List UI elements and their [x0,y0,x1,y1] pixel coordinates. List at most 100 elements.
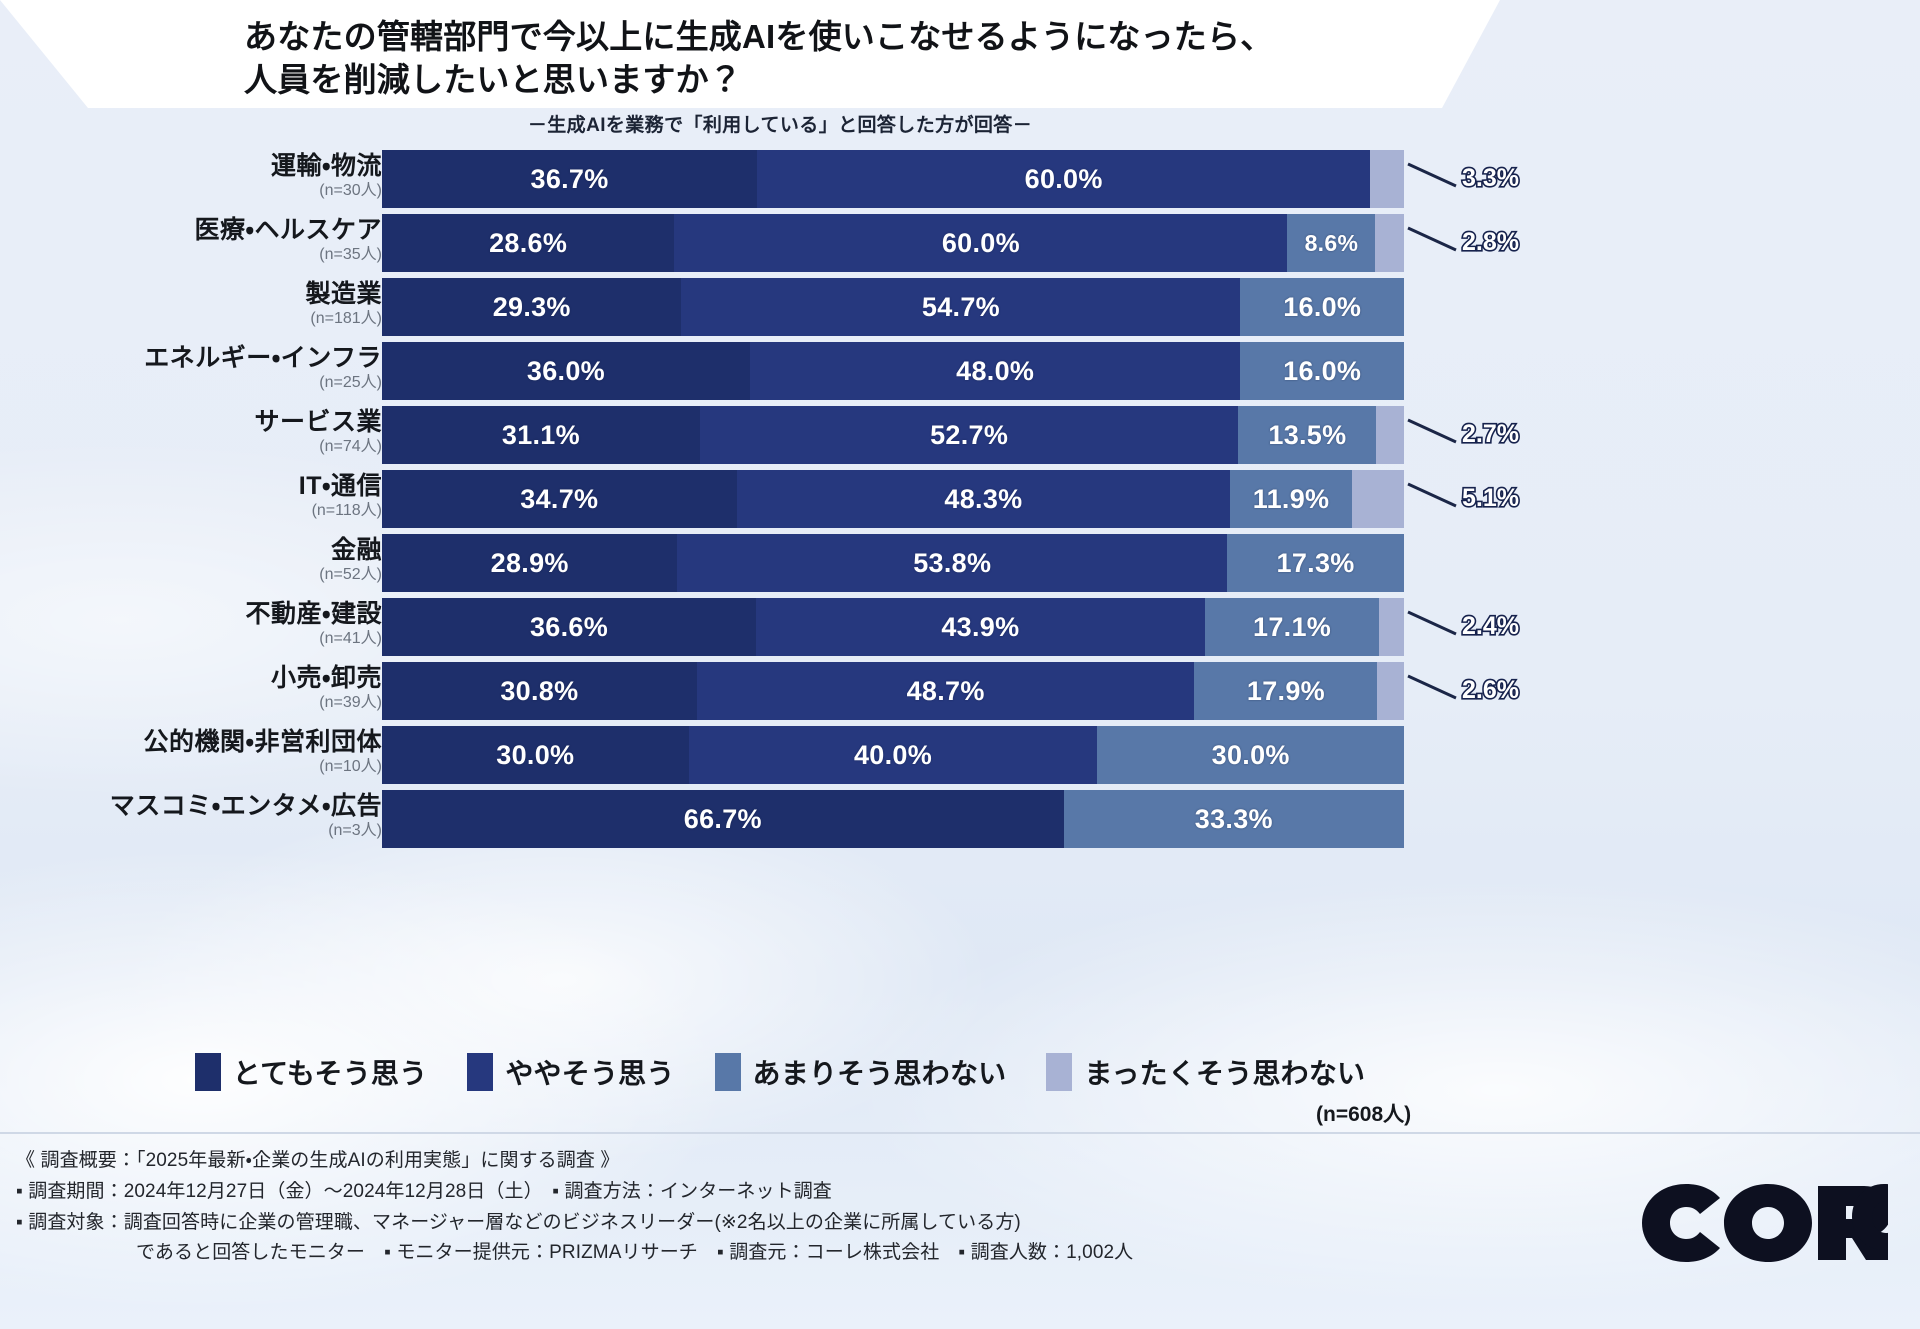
legend-swatch [467,1053,494,1091]
segment-value-label: 16.0% [1283,291,1362,322]
stacked-bar: 28.9% 53.8% 17.3% [382,534,1404,592]
callout-value-label: 2.8% [1460,226,1520,257]
category-name: マスコミ・エンタメ・広告 [109,792,382,820]
chart-row: エネルギー・インフラ (n=25人) 36.0% 48.0% 16.0% [0,340,1920,403]
bar-segment: 28.6% [382,214,675,272]
category-label: 医療・ヘルスケア (n=35人) [0,212,382,264]
footer-divider [0,1132,1920,1134]
segment-value-label: 36.7% [530,163,609,194]
segment-value-label: 13.5% [1268,419,1347,450]
footer-line-4: であると回答したモニター ▪ モニター提供元：PRIZMAリサーチ ▪ 調査元：… [136,1242,1134,1264]
stacked-bar: 36.6% 43.9% 17.1% 2.4% [382,598,1404,656]
segment-value-label: 31.1% [501,419,580,450]
category-label: 小売・卸売 (n=39人) [0,660,382,712]
segment-value-label: 53.8% [913,547,992,578]
bar-segment: 36.6% [382,598,757,656]
segment-value-label: 8.6% [1304,229,1359,256]
legend-item: とてもそう思う [194,1052,428,1092]
segment-value-label: 60.0% [941,227,1020,258]
bar-segment: 48.7% [696,662,1195,720]
page-title: あなたの管轄部門で今以上に生成AIを使いこなせるようになったら、 人員を削減した… [244,18,1274,98]
stacked-bar: 31.1% 52.7% 13.5% 2.7% [382,406,1404,464]
segment-value-label: 48.0% [956,355,1035,386]
category-sample-size: (n=74人) [319,438,382,456]
category-name: サービス業 [254,408,382,436]
callout-value-label: 2.6% [1460,674,1520,705]
segment-value-label: 16.0% [1283,355,1362,386]
bar-segment: 48.3% [736,470,1231,528]
category-sample-size: (n=181人) [310,310,382,328]
stacked-bar: 30.8% 48.7% 17.9% 2.6% [382,662,1404,720]
category-label: IT・通信 (n=118人) [0,468,382,520]
bar-segment: 2.8% [1375,214,1404,272]
segment-value-label: 36.6% [529,611,609,642]
bar-segment: 17.9% [1194,662,1378,720]
chart-subtitle: －生成AIを業務で「利用している」と回答した方が回答－ [527,115,1033,136]
legend-swatch [1046,1053,1073,1091]
bar-segment: 40.0% [688,726,1098,784]
survey-overview-footer: 《 調査概要：「2025年最新・企業の生成AIの利用実態」に関する調査 》 ▪ … [16,1146,1716,1269]
category-label: 金融 (n=52人) [0,532,382,584]
category-sample-size: (n=25人) [319,374,382,392]
chart-row: サービス業 (n=74人) 31.1% 52.7% 13.5% 2.7% 2.7% [0,404,1920,467]
bar-segment: 17.3% [1227,534,1404,592]
segment-value-label: 28.6% [489,227,568,258]
callout-leader-line [1406,610,1458,636]
segment-value-label: 33.3% [1194,803,1273,834]
bar-segment: 48.0% [749,342,1241,400]
footer-line-2: ▪ 調査期間：2024年12月27日（金）～2024年12月28日（土） ▪ 調… [16,1180,832,1202]
legend-label: あまりそう思わない [752,1058,1007,1089]
category-name: 公的機関・非営利団体 [143,728,382,756]
legend-item: ややそう思う [467,1052,674,1092]
stacked-bar: 66.7% 33.3% [382,790,1404,848]
category-label: 不動産・建設 (n=41人) [0,596,382,648]
legend-label: まったくそう思わない [1084,1058,1366,1089]
segment-value-label: 66.7% [683,803,762,834]
segment-value-label: 40.0% [853,739,933,770]
bar-segment: 30.0% [382,726,689,784]
segment-value-label: 54.7% [921,291,1000,322]
category-sample-size: (n=52人) [319,566,382,584]
bar-segment: 30.0% [1097,726,1404,784]
segment-value-label: 30.0% [496,739,575,770]
chart-row: IT・通信 (n=118人) 34.7% 48.3% 11.9% 5.1% 5.1% [0,468,1920,531]
bar-segment: 43.9% [756,598,1205,656]
segment-value-label: 28.9% [490,547,569,578]
segment-value-label: 43.9% [941,611,1020,642]
stacked-bar: 36.0% 48.0% 16.0% [382,342,1404,400]
chart-row: 不動産・建設 (n=41人) 36.6% 43.9% 17.1% 2.4% 2.4% [0,596,1920,659]
category-sample-size: (n=10人) [319,758,382,776]
category-label: 製造業 (n=181人) [0,276,382,328]
legend-swatch [714,1053,741,1091]
legend-label: とてもそう思う [232,1058,428,1089]
category-label: エネルギー・インフラ (n=25人) [0,340,382,392]
category-sample-size: (n=30人) [319,182,382,200]
category-label: サービス業 (n=74人) [0,404,382,456]
stacked-bar: 34.7% 48.3% 11.9% 5.1% [382,470,1404,528]
callout-leader-line [1406,418,1458,444]
bar-segment: 8.6% [1287,214,1376,272]
callout-leader-line [1406,162,1458,188]
bar-segment: 13.5% [1238,406,1377,464]
core-logo [1638,1178,1898,1268]
segment-value-label: 36.0% [526,355,605,386]
category-name: 金融 [330,536,382,564]
category-name: IT・通信 [298,472,382,500]
bar-segment: 31.1% [382,406,700,464]
chart-row: 金融 (n=52人) 28.9% 53.8% 17.3% [0,532,1920,595]
bar-segment: 36.0% [382,342,750,400]
segment-value-label: 17.9% [1246,675,1325,706]
segment-value-label: 30.0% [1211,739,1290,770]
chart-row: 小売・卸売 (n=39人) 30.8% 48.7% 17.9% 2.6% 2.6% [0,660,1920,723]
category-label: 運輸・物流 (n=30人) [0,148,382,200]
bar-segment: 33.3% [1063,790,1404,848]
stacked-bar: 29.3% 54.7% 16.0% [382,278,1404,336]
bar-segment: 29.3% [382,278,682,336]
legend-swatch [194,1053,221,1091]
chart-row: 製造業 (n=181人) 29.3% 54.7% 16.0% [0,276,1920,339]
stacked-bar-chart: 運輸・物流 (n=30人) 36.7% 60.0% 3.3% 3.3% 医療・ヘルスケア (n… [0,148,1920,852]
segment-value-label: 30.8% [500,675,579,706]
callout-value-label: 5.1% [1460,482,1520,513]
segment-value-label: 48.7% [906,675,985,706]
